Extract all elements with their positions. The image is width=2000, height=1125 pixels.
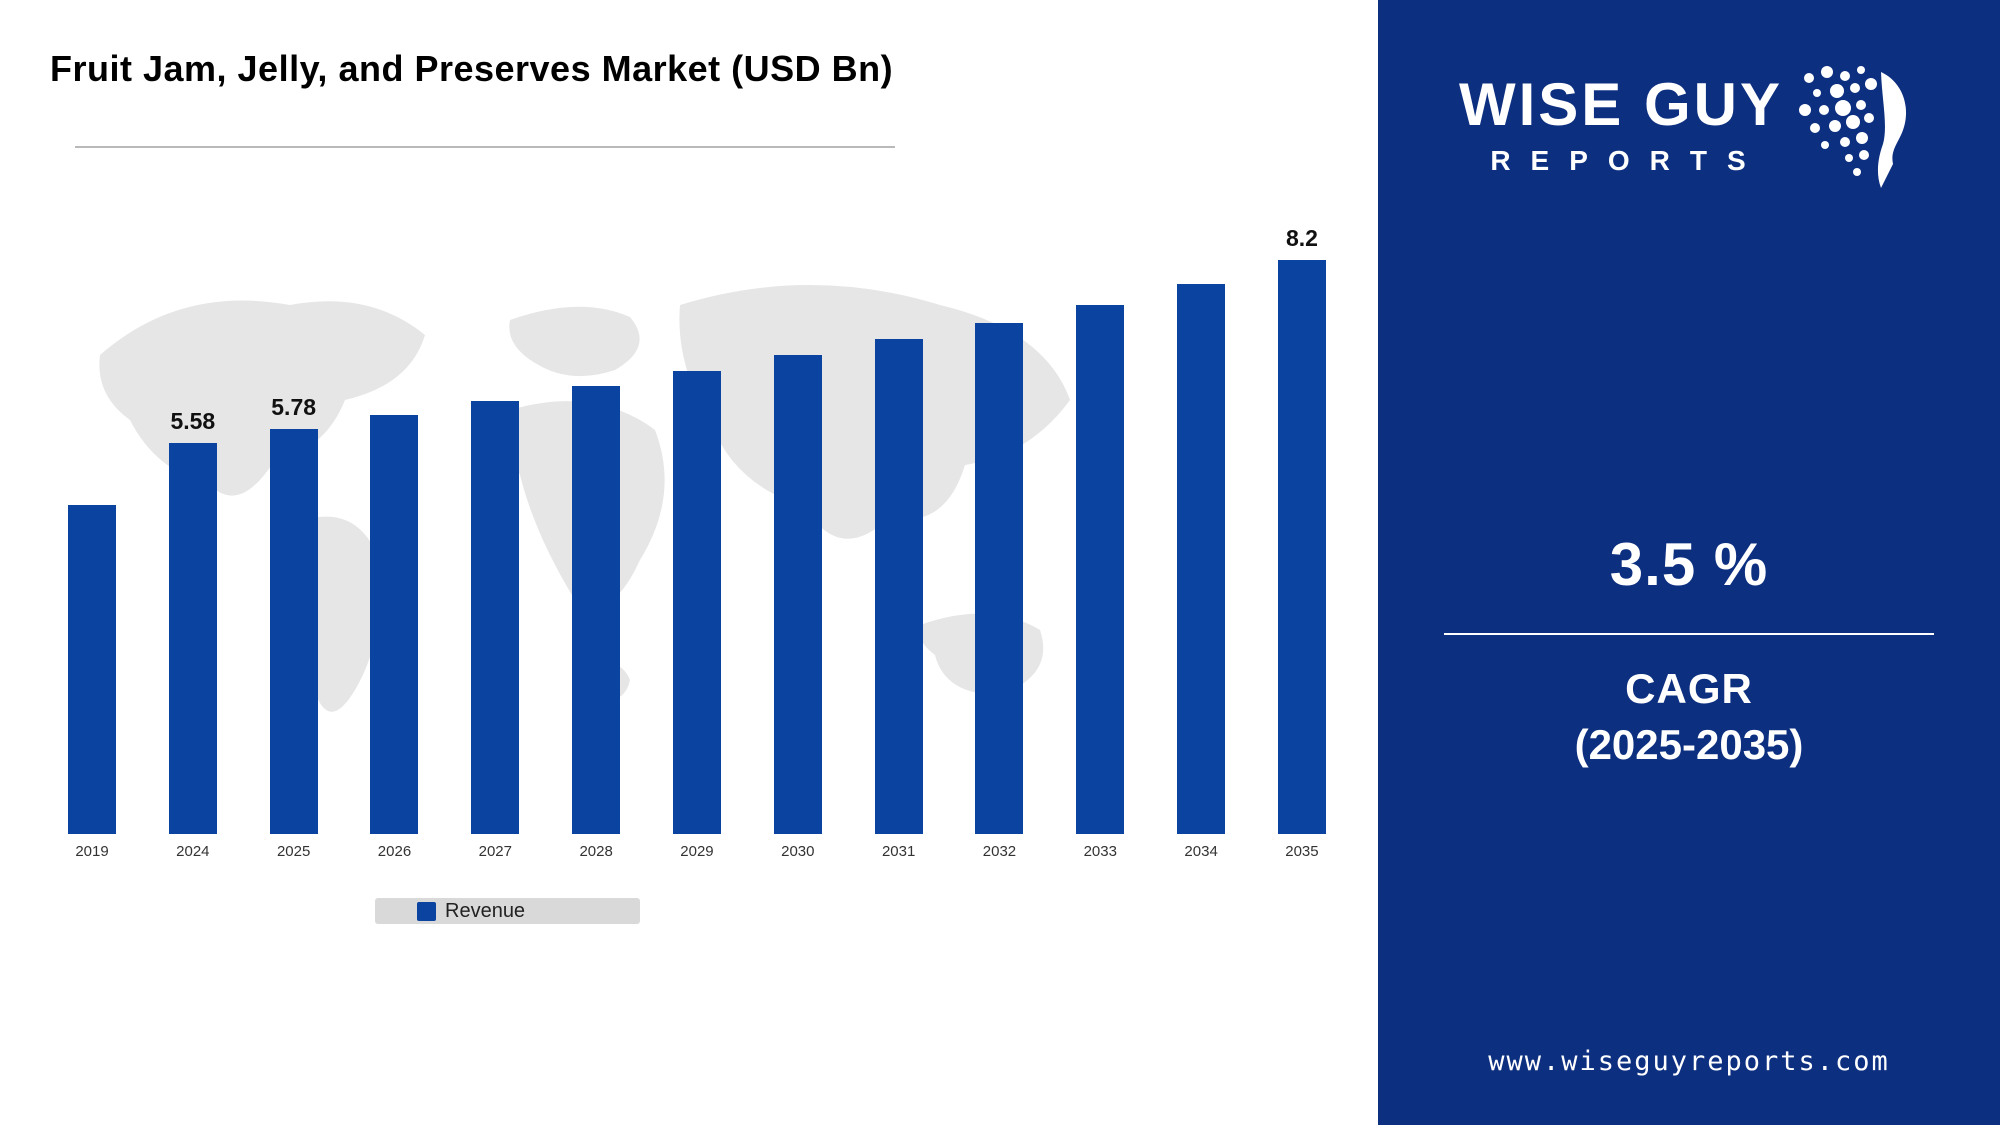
x-axis-label: 2024 [176,843,210,860]
bar-value-label: 5.78 [271,394,317,420]
x-axis-label: 2032 [982,843,1017,860]
revenue-bar[interactable] [269,429,318,834]
revenue-bar[interactable] [773,355,822,834]
logo-wordmark: WISE GUY [1458,71,1784,138]
bar-column: 2032 [969,214,1029,860]
bar-column: 5.58 2024 [163,214,223,860]
x-axis-label: 2027 [478,843,512,860]
x-axis-label: 2026 [377,843,412,860]
wiseguy-head-icon [1799,66,1907,188]
bar-column: 2033 [1070,214,1130,860]
legend-item-revenue[interactable]: Revenue [417,900,525,923]
logo-subtitle: REPORTS [1490,145,1766,176]
bars-row: 2019 5.58 2024 5.78 2025 2026 2027 2028 2029 2030… [62,212,1332,860]
x-axis-label: 2029 [680,843,714,860]
x-axis-label: 2034 [1184,843,1218,860]
bar-column: 2026 [364,214,424,860]
x-axis-label: 2031 [881,843,916,860]
bar-column: 8.2 2035 [1272,214,1332,860]
bar-column: 2027 [465,214,525,860]
x-axis-label: 2019 [75,843,109,860]
revenue-bar[interactable] [874,339,923,834]
legend-strip: Revenue [375,898,640,924]
bar-column: 2029 [667,214,727,860]
revenue-bar[interactable] [975,323,1024,834]
revenue-bar[interactable] [1177,284,1226,834]
cagr-divider [1444,633,1934,635]
bar-column: 2030 [768,214,828,860]
revenue-bar[interactable] [168,443,217,834]
x-axis-label: 2025 [276,843,311,860]
revenue-bar[interactable] [1076,305,1125,834]
bar-column: 2019 [62,214,122,860]
bar-chart: 2019 5.58 2024 5.78 2025 2026 2027 2028 2029 2030… [62,212,1332,872]
wiseguy-logo: WISE GUY REPORTS [1378,66,2000,210]
website-url[interactable]: www.wiseguyreports.com [1488,1046,1890,1077]
legend-swatch-icon [417,901,436,921]
info-panel: WISE GUY REPORTS 3.5 % CAGR (2025-2035) … [1378,0,2000,1125]
cagr-block: 3.5 % CAGR (2025-2035) [1378,530,2000,769]
cagr-period: (2025-2035) [1574,721,1804,768]
legend-label: Revenue [445,899,526,922]
revenue-bar[interactable] [370,415,419,834]
revenue-bar[interactable] [572,386,621,834]
bar-column: 5.78 2025 [264,214,324,860]
bar-value-label: 8.2 [1285,225,1318,251]
revenue-bar[interactable] [68,505,116,834]
revenue-bar[interactable] [672,371,721,834]
revenue-bar[interactable] [1277,260,1326,834]
x-axis-label: 2028 [579,843,613,860]
bar-column: 2034 [1171,214,1231,860]
chart-title: Fruit Jam, Jelly, and Preserves Market (… [50,48,894,89]
cagr-value: 3.5 % [1609,531,1769,598]
bar-column: 2031 [869,214,929,860]
bar-value-label: 5.58 [170,408,216,434]
chart-panel: Fruit Jam, Jelly, and Preserves Market (… [50,48,1332,924]
x-axis-label: 2035 [1285,843,1319,860]
title-divider [75,146,895,148]
revenue-bar[interactable] [471,401,520,834]
x-axis-label: 2030 [781,843,815,860]
cagr-label: CAGR [1625,665,1753,712]
x-axis-label: 2033 [1083,843,1117,860]
bar-column: 2028 [566,214,626,860]
